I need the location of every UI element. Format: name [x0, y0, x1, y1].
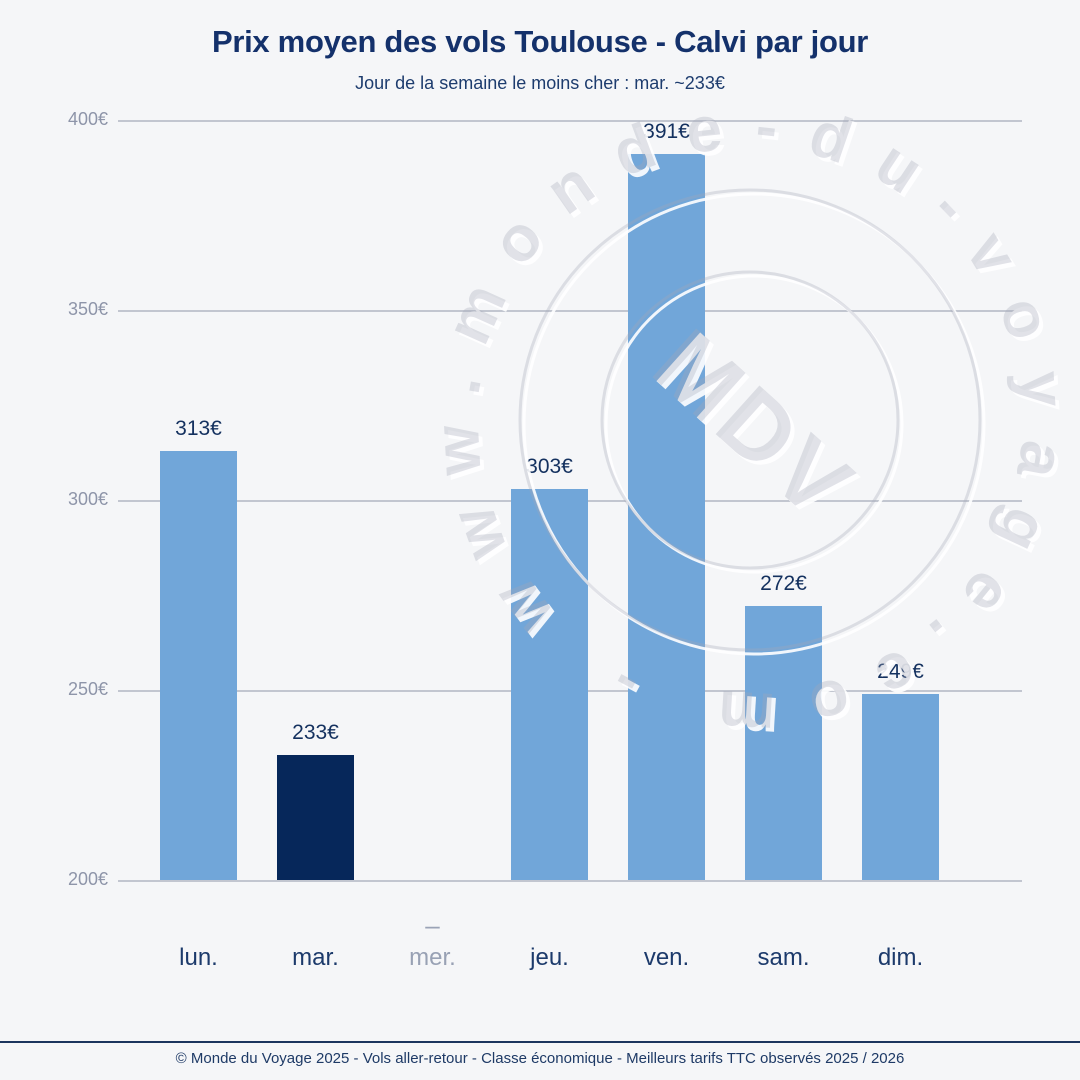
- bar-value-label: 249€: [841, 660, 961, 684]
- footer-divider: [0, 1041, 1080, 1043]
- x-axis-label-mar: mar.: [292, 944, 339, 971]
- bar-dim: [862, 693, 939, 880]
- x-axis-label-jeu: jeu.: [530, 944, 569, 971]
- bar-value-label: 233€: [292, 720, 339, 744]
- bar-value-label: 272€: [760, 572, 807, 596]
- footer-text: © Monde du Voyage 2025 - Vols aller-reto…: [175, 1050, 905, 1067]
- bar-value-label: 313€: [175, 416, 222, 440]
- bar-value-label: 303€: [526, 454, 573, 478]
- bar-lun: [160, 450, 237, 880]
- bar-jeu: [511, 488, 588, 880]
- x-axis-label-sam: sam.: [757, 944, 810, 971]
- bar-mar: [277, 754, 354, 880]
- y-axis-label: 200€: [67, 869, 108, 889]
- x-axis-label-lun: lun.: [179, 944, 218, 971]
- gridline: [118, 309, 1022, 312]
- x-axis-label-ven: ven.: [643, 944, 690, 971]
- gridline: [118, 119, 1022, 122]
- y-axis-label: 400€: [67, 109, 108, 129]
- bar-sam: [745, 606, 822, 880]
- no-data-dash: –: [425, 910, 440, 940]
- y-axis-label: 250€: [67, 679, 108, 699]
- bar-ven: [628, 154, 705, 880]
- x-axis-label-dim: dim.: [877, 944, 924, 971]
- x-axis-label-mer: mer.: [409, 944, 456, 971]
- y-axis-label: 350€: [67, 299, 108, 319]
- bar-value-label: 391€: [607, 120, 727, 144]
- y-axis-label: 300€: [67, 489, 108, 509]
